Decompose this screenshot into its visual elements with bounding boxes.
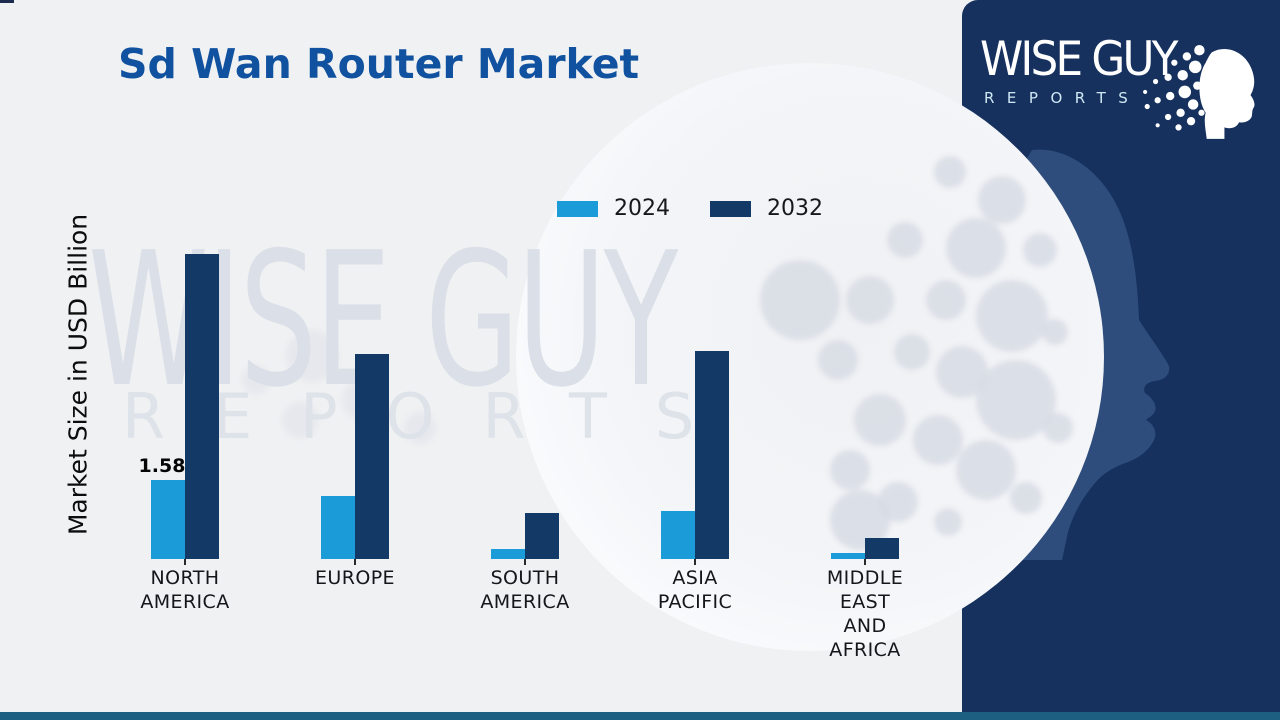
x-axis-tick xyxy=(524,559,526,565)
bar-2032-europe xyxy=(355,354,389,559)
bottom-bar xyxy=(0,712,1280,720)
category-label-north-america: NORTH AMERICA xyxy=(140,567,230,613)
category-label-south-america: SOUTH AMERICA xyxy=(480,567,570,613)
category-label-asia-pacific: ASIA PACIFIC xyxy=(657,567,733,613)
bar-2032-north-america xyxy=(185,254,219,559)
bar-2024-europe xyxy=(321,496,355,559)
x-axis-tick xyxy=(354,559,356,565)
category-label-middle-east-and-africa: MIDDLE EAST AND AFRICA xyxy=(826,567,904,661)
bar-2032-south-america xyxy=(525,513,559,559)
brand-logo: WISE GUY REPORTS xyxy=(980,36,1270,139)
bar-2024-north-america xyxy=(151,480,185,559)
bar-value-label: 1.58 xyxy=(138,455,186,477)
bar-2024-asia-pacific xyxy=(661,511,695,559)
x-axis-tick xyxy=(864,559,866,565)
category-label-europe: EUROPE xyxy=(315,567,395,589)
logo-face-icon xyxy=(1143,44,1255,139)
x-axis-tick xyxy=(694,559,696,565)
decor-top-left-line xyxy=(0,0,14,3)
bar-2024-south-america xyxy=(491,549,525,559)
x-axis-tick xyxy=(184,559,186,565)
bar-2032-asia-pacific xyxy=(695,351,729,559)
bar-2032-middle-east-and-africa xyxy=(865,538,899,559)
bar-2024-middle-east-and-africa xyxy=(831,553,865,559)
